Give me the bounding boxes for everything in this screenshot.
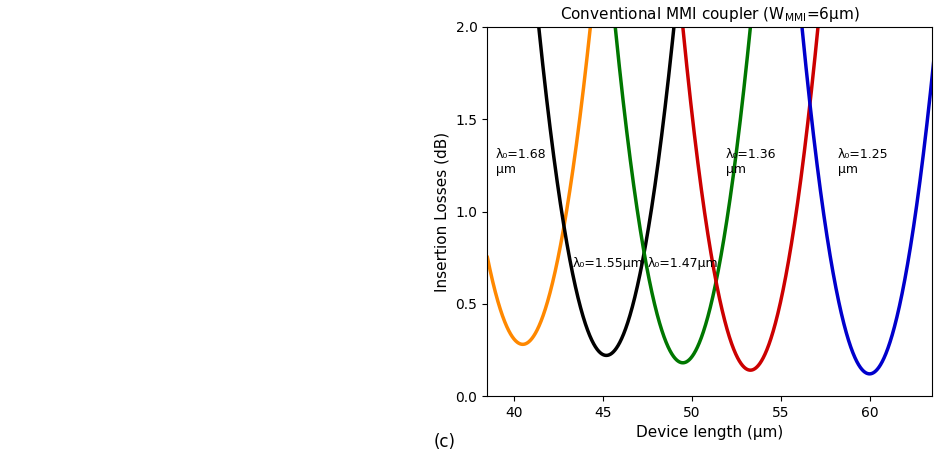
Text: λ₀=1.25
μm: λ₀=1.25 μm (837, 148, 888, 176)
Text: λ₀=1.47μm: λ₀=1.47μm (647, 256, 718, 270)
Text: (c): (c) (434, 433, 456, 450)
Text: λ₀=1.36
μm: λ₀=1.36 μm (726, 148, 776, 176)
Text: λ₀=1.55μm: λ₀=1.55μm (572, 256, 643, 270)
X-axis label: Device length (μm): Device length (μm) (636, 425, 783, 440)
Y-axis label: Insertion Losses (dB): Insertion Losses (dB) (435, 131, 450, 292)
Text: λ₀=1.68
μm: λ₀=1.68 μm (496, 148, 547, 176)
Title: Conventional MMI coupler (W$_\mathrm{MMI}$=6$\mathrm{\mu}$m): Conventional MMI coupler (W$_\mathrm{MMI… (560, 4, 859, 24)
